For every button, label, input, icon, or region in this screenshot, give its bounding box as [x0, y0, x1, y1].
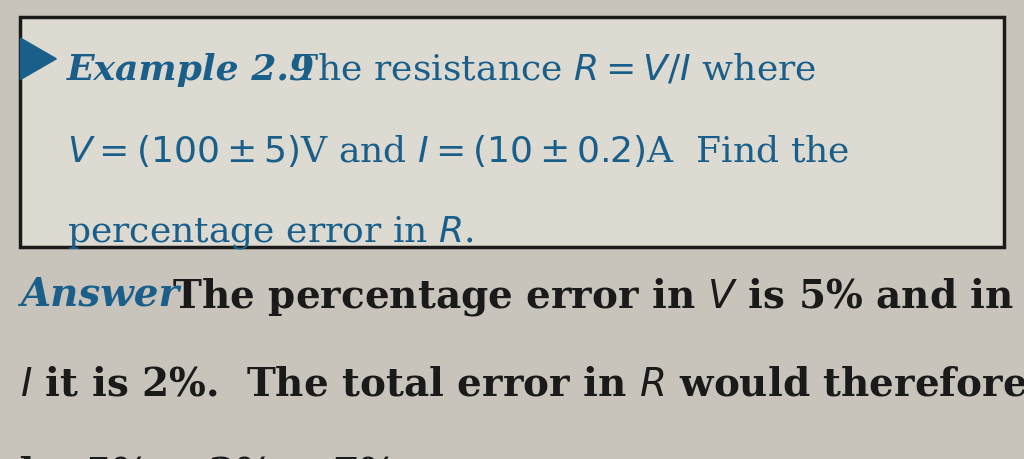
Text: $V = (100 \pm 5)$V and $I = (10 \pm 0.2)$A  Find the: $V = (100 \pm 5)$V and $I = (10 \pm 0.2)… — [67, 133, 849, 169]
Polygon shape — [20, 39, 56, 80]
Text: $I$ it is 2%.  The total error in $R$ would therefore: $I$ it is 2%. The total error in $R$ wou… — [20, 365, 1024, 403]
Text: The resistance $R = V/I$ where: The resistance $R = V/I$ where — [282, 53, 816, 87]
Text: Answer: Answer — [20, 275, 179, 313]
Text: percentage error in $R$.: percentage error in $R$. — [67, 213, 473, 250]
FancyBboxPatch shape — [20, 18, 1004, 248]
Text: Example 2.9: Example 2.9 — [67, 53, 314, 87]
Text: The percentage error in $V$ is 5% and in: The percentage error in $V$ is 5% and in — [159, 275, 1014, 317]
Text: be 5% + 2% = 7%.: be 5% + 2% = 7%. — [20, 454, 411, 459]
